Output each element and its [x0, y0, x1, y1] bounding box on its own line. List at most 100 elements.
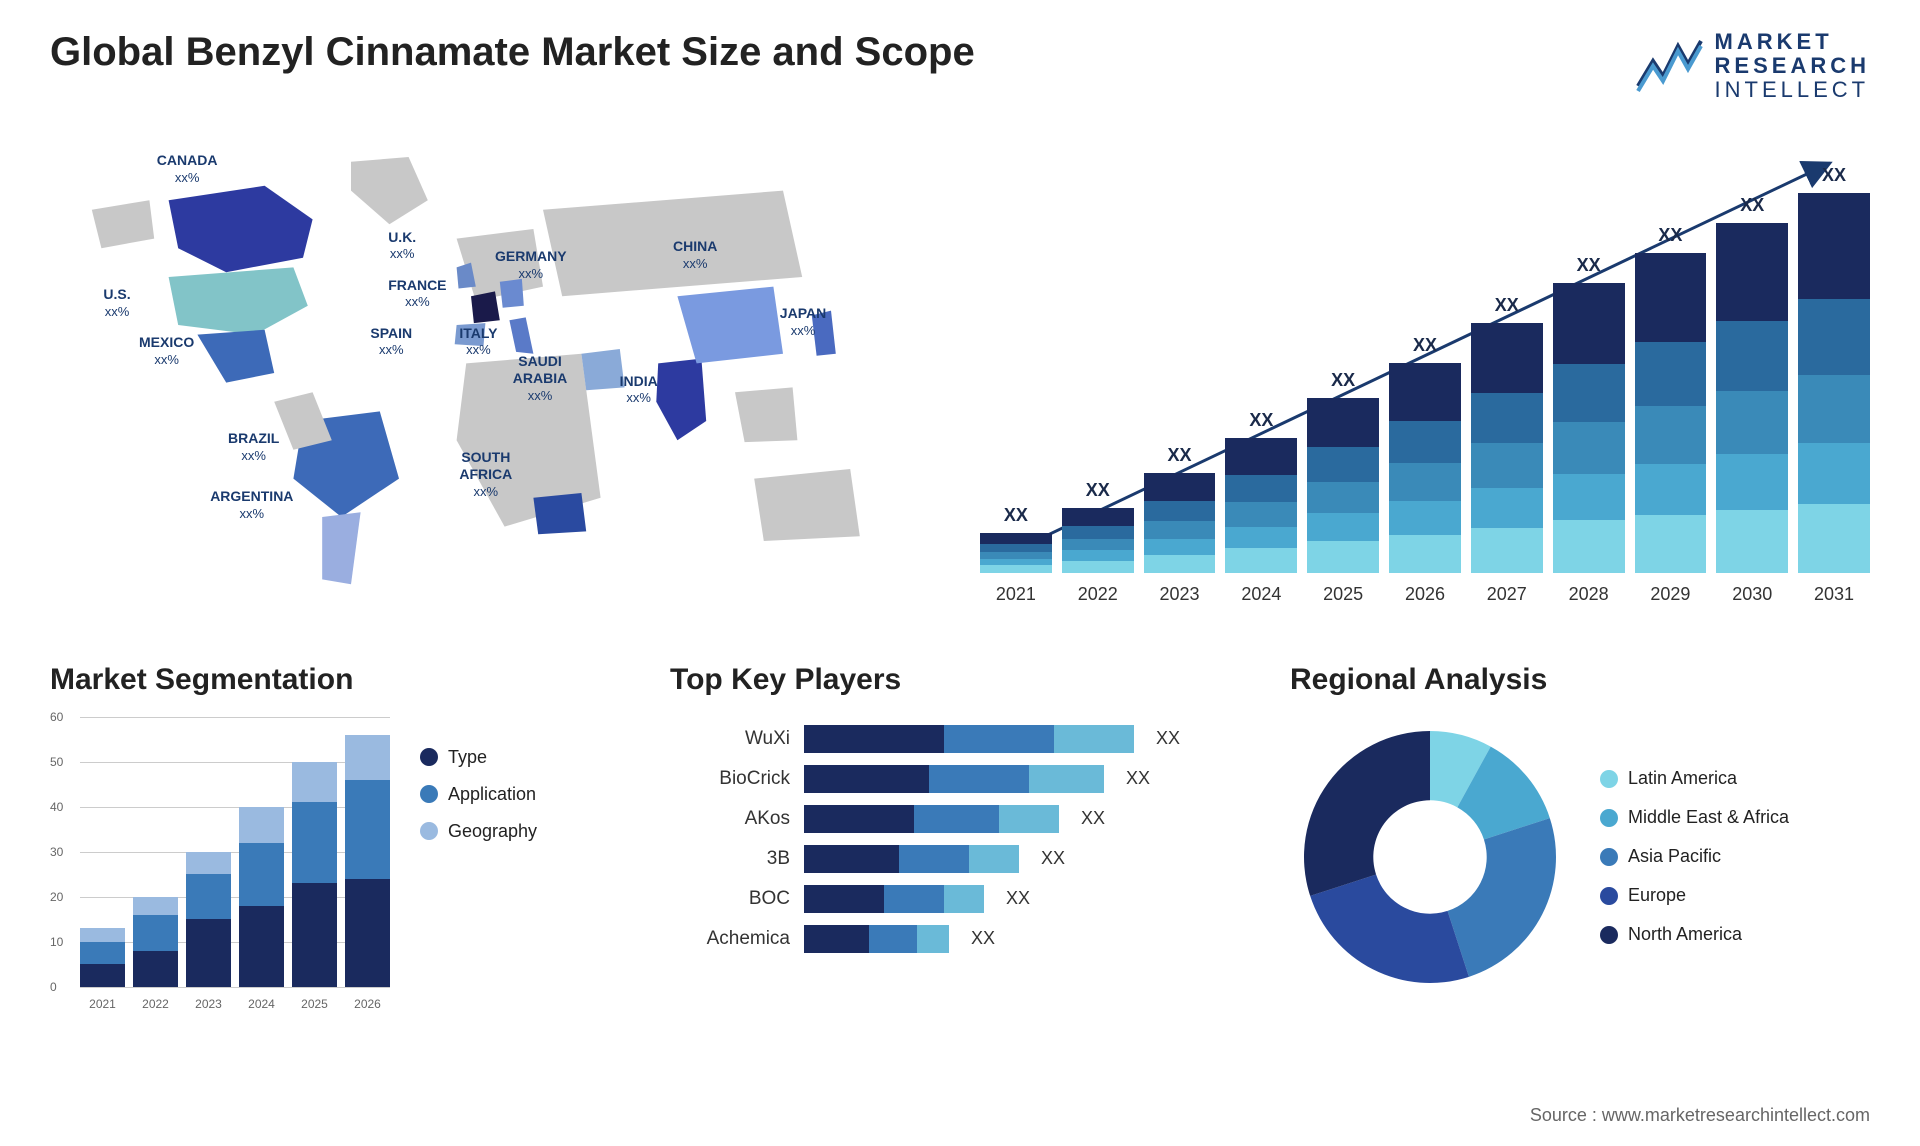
seg-bar-segment [80, 964, 125, 987]
forecast-bar-segment [1062, 550, 1134, 560]
bottom-row: Market Segmentation 20212022202320242025… [50, 663, 1870, 1043]
seg-legend-item: Geography [420, 821, 537, 842]
seg-bar-2023 [186, 852, 231, 987]
top-row: CANADAxx%U.S.xx%MEXICOxx%BRAZILxx%ARGENT… [50, 133, 1870, 613]
seg-bar-segment [186, 852, 231, 875]
seg-bar-2024 [239, 807, 284, 987]
kp-bar-segment [929, 765, 1029, 793]
map-region-australia [754, 469, 860, 541]
forecast-bar-segment [1798, 375, 1870, 443]
kp-bar-segment [917, 925, 949, 953]
legend-swatch [1600, 770, 1618, 788]
forecast-bar-value: XX [1822, 165, 1846, 186]
kp-bar-segment [804, 845, 899, 873]
map-region-south-america-other [274, 392, 332, 450]
seg-x-label: 2023 [186, 997, 231, 1011]
forecast-bar-segment [1225, 502, 1297, 526]
forecast-bar-segment [980, 552, 1052, 559]
map-region-italy [509, 317, 533, 353]
logo-text: MARKET RESEARCH INTELLECT [1715, 30, 1870, 103]
forecast-bar-segment [1144, 501, 1216, 521]
forecast-bar-segment [1389, 463, 1461, 501]
forecast-bar-segment [1553, 283, 1625, 364]
legend-label: Application [448, 784, 536, 805]
forecast-chart-panel: XXXXXXXXXXXXXXXXXXXXXX 20212022202320242… [980, 133, 1870, 613]
kp-label: AKos [670, 808, 790, 830]
seg-y-label: 60 [50, 710, 63, 724]
forecast-bar-segment [1471, 323, 1543, 393]
kp-bar [804, 805, 1059, 833]
map-region-france [471, 291, 500, 323]
seg-bar-segment [239, 843, 284, 906]
regional-legend-item: Middle East & Africa [1600, 807, 1789, 828]
forecast-x-label: 2030 [1716, 584, 1788, 605]
kp-bar-segment [914, 805, 999, 833]
key-players-title: Top Key Players [670, 663, 1250, 697]
map-region-germany [500, 278, 524, 307]
kp-row-biocrick: BioCrickXX [670, 765, 1250, 793]
forecast-bar-segment [1389, 363, 1461, 422]
forecast-bar-segment [1062, 526, 1134, 539]
seg-y-label: 50 [50, 755, 63, 769]
forecast-bar-segment [980, 565, 1052, 572]
forecast-bar-segment [1471, 488, 1543, 528]
forecast-bar-segment [1307, 447, 1379, 482]
seg-bar-segment [80, 942, 125, 965]
kp-bar-segment [804, 725, 944, 753]
donut-slice-europe [1310, 874, 1469, 982]
map-label-india: INDIAxx% [620, 373, 658, 407]
map-region-saudi [581, 349, 624, 390]
forecast-bar-segment [1471, 528, 1543, 573]
seg-bar-2021 [80, 928, 125, 987]
map-label-germany: GERMANYxx% [495, 248, 567, 282]
map-region-argentina [322, 512, 360, 584]
map-label-china: CHINAxx% [673, 238, 717, 272]
forecast-x-label: 2031 [1798, 584, 1870, 605]
kp-bar-segment [944, 725, 1054, 753]
forecast-x-label: 2024 [1225, 584, 1297, 605]
kp-bar-segment [804, 885, 884, 913]
kp-bar-segment [899, 845, 969, 873]
legend-swatch [1600, 848, 1618, 866]
forecast-bar-segment [1553, 364, 1625, 422]
forecast-x-label: 2022 [1062, 584, 1134, 605]
forecast-bar-segment [1389, 501, 1461, 535]
forecast-bar-segment [1225, 475, 1297, 502]
kp-bar-segment [1029, 765, 1104, 793]
forecast-bar-2023: XX [1144, 473, 1216, 573]
forecast-bar-segment [1144, 555, 1216, 573]
key-players-panel: Top Key Players WuXiXXBioCrickXXAKosXX3B… [670, 663, 1250, 1043]
forecast-bar-segment [1062, 561, 1134, 573]
legend-label: Type [448, 747, 487, 768]
forecast-bar-value: XX [1413, 335, 1437, 356]
kp-value: XX [1081, 808, 1105, 829]
regional-legend: Latin AmericaMiddle East & AfricaAsia Pa… [1600, 768, 1789, 945]
kp-value: XX [1156, 728, 1180, 749]
forecast-bar-segment [1553, 474, 1625, 520]
seg-bar-segment [186, 874, 231, 919]
legend-label: Middle East & Africa [1628, 807, 1789, 828]
map-label-spain: SPAINxx% [370, 325, 412, 359]
kp-bar [804, 725, 1134, 753]
page-title: Global Benzyl Cinnamate Market Size and … [50, 30, 975, 75]
segmentation-legend: Type Application Geography [420, 717, 537, 1017]
logo-line1: MARKET [1715, 30, 1870, 54]
seg-x-label: 2026 [345, 997, 390, 1011]
forecast-bar-2029: XX [1635, 253, 1707, 573]
forecast-x-label: 2029 [1635, 584, 1707, 605]
seg-bar-segment [133, 897, 178, 915]
map-label-france: FRANCExx% [388, 277, 446, 311]
kp-row-3b: 3BXX [670, 845, 1250, 873]
seg-x-label: 2025 [292, 997, 337, 1011]
legend-swatch [420, 785, 438, 803]
kp-label: BOC [670, 888, 790, 910]
logo-icon [1633, 36, 1703, 96]
seg-y-label: 0 [50, 980, 57, 994]
legend-swatch [1600, 809, 1618, 827]
map-region-china [677, 286, 783, 363]
forecast-bar-value: XX [1086, 480, 1110, 501]
forecast-bar-2028: XX [1553, 283, 1625, 573]
map-label-mexico: MEXICOxx% [139, 334, 194, 368]
forecast-bar-segment [1635, 464, 1707, 515]
seg-legend-item: Type [420, 747, 537, 768]
